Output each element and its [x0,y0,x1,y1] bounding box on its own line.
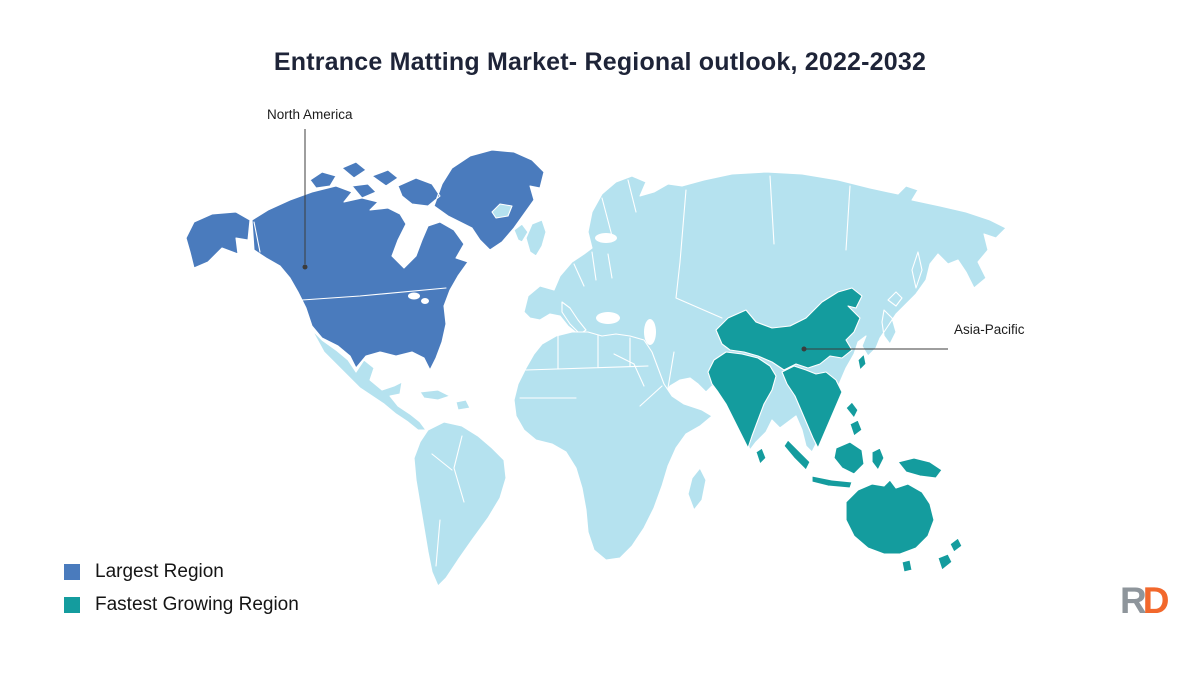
logo-letter-r: R [1120,580,1147,621]
legend-label-largest-region: Largest Region [95,561,224,582]
page-title: Entrance Matting Market- Regional outloo… [273,48,927,76]
baltic-sea [595,233,617,243]
legend-item-largest-region: Largest Region [64,561,299,583]
legend: Largest Region Fastest Growing Region [64,561,299,616]
brand-logo: RD [1120,580,1170,621]
largest-region-swatch [64,564,80,580]
region-north-america [185,149,545,371]
great-lake [408,292,420,300]
region-asia-pacific [707,287,963,573]
region-africa [513,331,713,561]
logo-letter-d: D [1142,580,1170,621]
fastest-growing-region-swatch-rect [64,597,80,613]
black-sea [596,312,620,324]
legend-label-fastest-growing-region: Fastest Growing Region [95,594,299,615]
north-america-pointer [302,129,308,270]
asia-pacific-label: Asia-Pacific [954,322,1025,337]
asia-pacific-pointer [801,346,948,352]
fastest-growing-region-swatch [64,597,80,613]
north-america-label: North America [267,107,353,122]
legend-item-fastest-growing-region: Fastest Growing Region [64,594,299,616]
north-america-pointer-dot [302,264,308,270]
largest-region-swatch-rect [64,564,80,580]
region-latin-america [311,329,507,587]
great-lake [421,298,429,304]
country-borders [253,175,851,567]
asia-pacific-pointer-dot [801,346,807,352]
caspian-sea [644,319,656,345]
inland-seas [408,233,656,345]
